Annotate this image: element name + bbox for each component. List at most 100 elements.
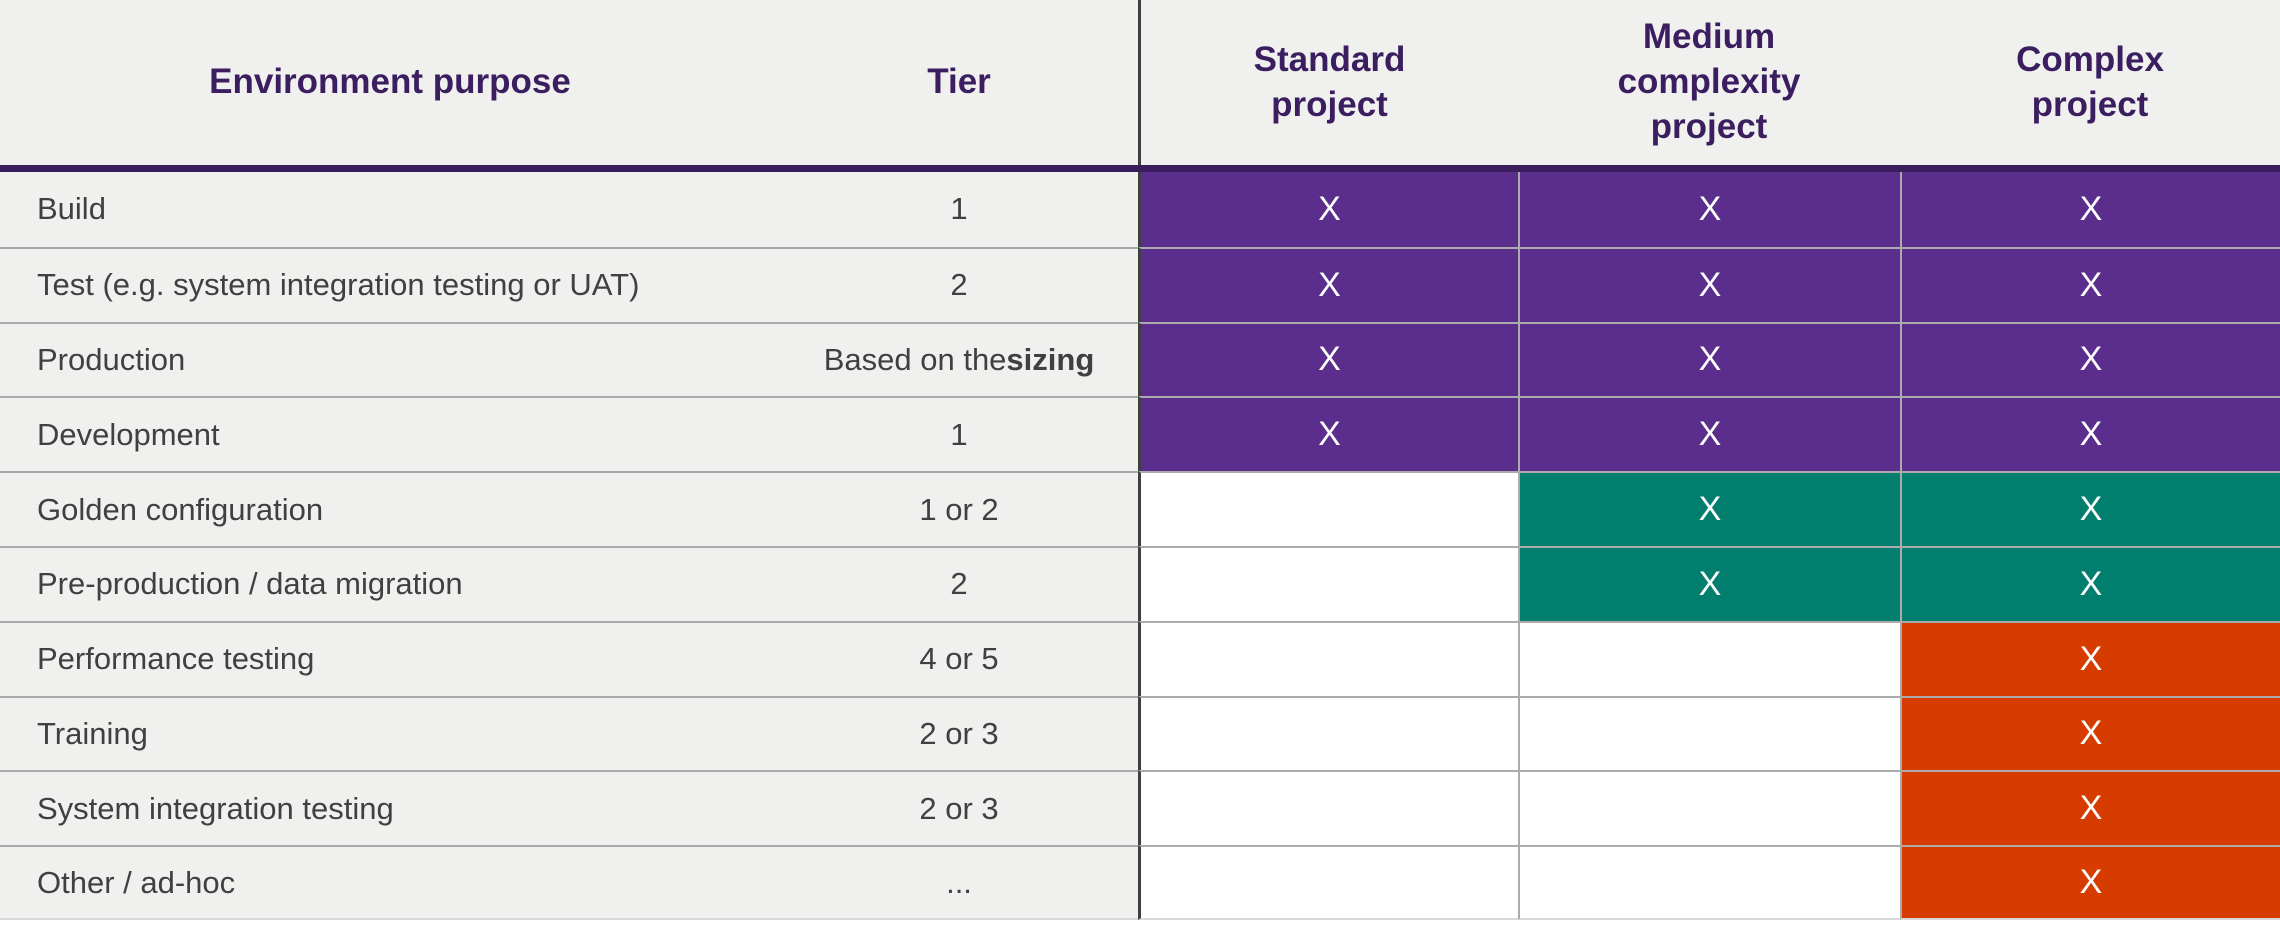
purpose-label: System integration testing [37,790,394,826]
x-mark: X [2079,639,2103,678]
purpose-cell: Build [0,172,780,247]
header-tier: Tier [780,0,1138,165]
x-mark: X [1698,265,1722,304]
standard-project-cell [1138,471,1518,546]
tier-cell: 2 [780,246,1138,322]
x-mark: X [1698,189,1722,228]
purpose-cell: Training [0,695,780,771]
purpose-cell: Pre-production / data migration [0,545,780,621]
purpose-cell: Other / ad-hoc [0,845,780,920]
medium-complexity-project-cell: X [1518,246,1900,322]
complex-project-cell: X [1900,545,2280,621]
purpose-cell: System integration testing [0,770,780,846]
tier-value: Based on the [823,341,1007,377]
standard-project-cell [1138,845,1518,920]
tier-cell: 1 or 2 [780,471,1138,546]
tier-value: ... [946,864,972,900]
purpose-cell: Golden configuration [0,471,780,546]
x-mark: X [1318,189,1341,228]
standard-project-cell [1138,545,1518,621]
complex-project-cell: X [1900,246,2280,322]
purpose-label: Test (e.g. system integration testing or… [37,267,640,303]
purpose-label: Golden configuration [37,491,324,527]
x-mark: X [2079,189,2103,228]
tier-value: 1 [950,416,968,452]
header-environment-purpose-label: Environment purpose [209,62,571,102]
table-row: Pre-production / data migration 2 X X [0,545,2280,621]
table-row: System integration testing 2 or 3 X [0,770,2280,846]
complex-project-cell: X [1900,770,2280,846]
x-mark: X [2079,265,2103,304]
medium-complexity-project-cell: X [1518,172,1900,247]
tier-cell: Based on the sizing [780,321,1138,397]
x-mark: X [2079,340,2103,379]
table-row: Build 1 X X X [0,172,2280,247]
medium-complexity-project-cell [1518,770,1900,846]
purpose-label: Development [37,416,220,452]
tier-cell: 2 [780,545,1138,621]
standard-project-cell: X [1138,321,1518,397]
header-standard-project-label: Standard project [1253,39,1406,124]
complex-project-cell: X [1900,471,2280,546]
table-row: Training 2 or 3 X [0,695,2280,771]
standard-project-cell [1138,770,1518,846]
tier-value-bold: sizing [1006,341,1095,377]
tier-value: 2 or 3 [919,715,999,751]
medium-complexity-project-cell: X [1518,396,1900,472]
x-mark: X [1318,340,1341,379]
medium-complexity-project-cell [1518,695,1900,771]
purpose-cell: Production [0,321,780,397]
x-mark: X [2079,714,2103,753]
purpose-cell: Development [0,396,780,472]
x-mark: X [2079,490,2103,529]
table-row: Golden configuration 1 or 2 X X [0,471,2280,546]
medium-complexity-project-cell [1518,620,1900,696]
standard-project-cell [1138,620,1518,696]
header-medium-complexity-project: Medium complexity project [1518,0,1900,165]
purpose-cell: Test (e.g. system integration testing or… [0,246,780,322]
header-standard-project: Standard project [1138,0,1518,165]
x-mark: X [2079,789,2103,828]
complex-project-cell: X [1900,321,2280,397]
standard-project-cell [1138,695,1518,771]
tier-cell: 1 [780,396,1138,472]
table-row: Production Based on the sizing X X X [0,321,2280,397]
header-complex-project-label: Complex project [2016,39,2164,124]
complex-project-cell: X [1900,620,2280,696]
medium-complexity-project-cell: X [1518,321,1900,397]
tier-cell: 4 or 5 [780,620,1138,696]
header-environment-purpose: Environment purpose [0,0,780,165]
x-mark: X [1698,564,1722,603]
x-mark: X [2079,415,2103,454]
purpose-label: Production [37,341,186,377]
table-row: Other / ad-hoc ... X [0,845,2280,920]
tier-cell: ... [780,845,1138,920]
tier-value: 2 [950,267,968,303]
complex-project-cell: X [1900,695,2280,771]
medium-complexity-project-cell: X [1518,471,1900,546]
purpose-label: Other / ad-hoc [37,864,236,900]
tier-value: 2 or 3 [919,790,999,826]
table-row: Development 1 X X X [0,396,2280,472]
standard-project-cell: X [1138,172,1518,247]
table-row: Performance testing 4 or 5 X [0,620,2280,696]
header-complex-project: Complex project [1900,0,2280,165]
tier-value: 1 [950,191,968,227]
purpose-cell: Performance testing [0,620,780,696]
tier-value: 1 or 2 [919,491,999,527]
purpose-label: Performance testing [37,641,315,677]
tier-value: 2 [950,566,968,602]
x-mark: X [1698,415,1722,454]
medium-complexity-project-cell: X [1518,545,1900,621]
standard-project-cell: X [1138,246,1518,322]
purpose-label: Pre-production / data migration [37,566,463,602]
complex-project-cell: X [1900,172,2280,247]
header-tier-label: Tier [927,62,991,102]
standard-project-cell: X [1138,396,1518,472]
purpose-label: Build [37,191,106,227]
x-mark: X [1698,490,1722,529]
medium-complexity-project-cell [1518,845,1900,920]
tier-value: 4 or 5 [919,641,999,677]
x-mark: X [1318,415,1341,454]
